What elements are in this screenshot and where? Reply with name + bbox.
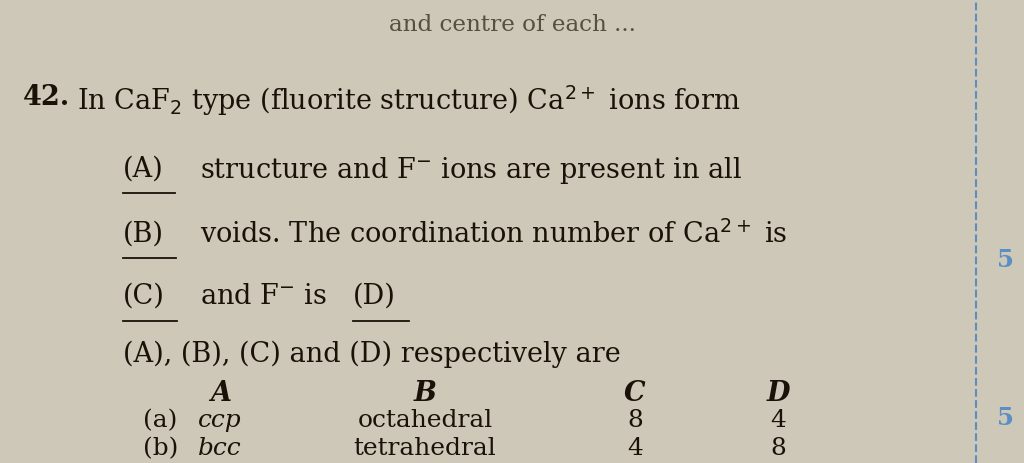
Text: bcc: bcc <box>199 436 242 459</box>
Text: 42.: 42. <box>23 83 70 110</box>
Text: (b): (b) <box>143 436 179 459</box>
Text: 5: 5 <box>997 405 1014 429</box>
Text: (A), (B), (C) and (D) respectively are: (A), (B), (C) and (D) respectively are <box>123 340 621 368</box>
Text: 5: 5 <box>997 247 1014 271</box>
Text: and centre of each ...: and centre of each ... <box>388 14 636 36</box>
Text: (A): (A) <box>123 155 164 182</box>
Text: octahedral: octahedral <box>357 408 493 432</box>
Text: In CaF$_2$ type (fluorite structure) Ca$^{2+}$ ions form: In CaF$_2$ type (fluorite structure) Ca$… <box>77 83 740 118</box>
Text: 8: 8 <box>627 408 643 432</box>
Text: (a): (a) <box>143 408 178 432</box>
Text: (C): (C) <box>123 282 165 309</box>
Text: (D): (D) <box>353 282 396 309</box>
Text: A: A <box>210 380 230 407</box>
Text: B: B <box>414 380 436 407</box>
Text: structure and F$^{-}$ ions are present in all: structure and F$^{-}$ ions are present i… <box>200 155 741 186</box>
Text: ccp: ccp <box>199 408 242 432</box>
Text: and F$^{-}$ is: and F$^{-}$ is <box>200 282 327 309</box>
Text: 4: 4 <box>627 436 643 459</box>
Text: tetrahedral: tetrahedral <box>353 436 497 459</box>
Text: 4: 4 <box>770 408 786 432</box>
Text: D: D <box>767 380 790 407</box>
Text: 8: 8 <box>770 436 786 459</box>
Text: (B): (B) <box>123 220 164 247</box>
Text: voids. The coordination number of Ca$^{2+}$ is: voids. The coordination number of Ca$^{2… <box>200 220 787 248</box>
Text: C: C <box>624 380 646 407</box>
